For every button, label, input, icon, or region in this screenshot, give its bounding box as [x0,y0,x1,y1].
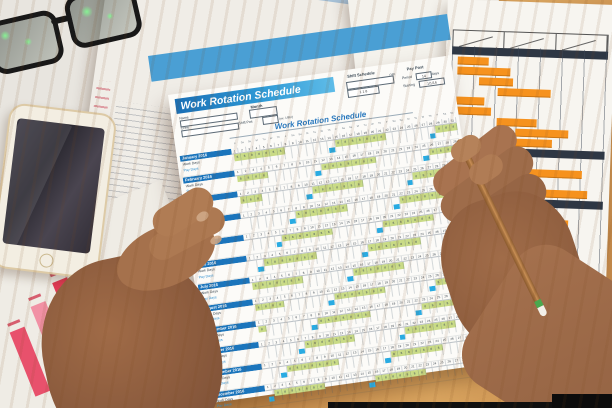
dow-cell: Su [450,111,454,115]
pay-day-marker [406,179,414,186]
gantt-bar [457,56,490,66]
smartphone [0,102,118,280]
pay-day-marker [276,241,283,248]
glasses-right-lens [62,0,145,51]
pay-day-marker [328,300,336,307]
pay-day-marker [280,372,288,379]
gantt-bar [456,106,491,116]
phone-screen [2,118,105,254]
pay-day-marker [306,193,313,200]
desk-edge-corner [552,394,612,408]
pay-day-marker [392,203,400,210]
gantt-bar [478,77,514,87]
pay-day-marker [298,348,306,355]
pay-day-marker [422,155,430,162]
green-glint [79,4,95,19]
pay-day-marker [288,217,296,224]
pay-day-marker [384,357,392,364]
pay-day-marker [315,170,322,177]
pay-day-marker [257,266,265,273]
pay-day-marker [346,275,354,282]
period-unit: days [431,71,440,77]
pay-day-marker [369,381,376,388]
pay-day-marker [311,324,319,331]
gantt-bar [456,96,485,106]
period-label: Period [401,74,413,81]
pay-day-marker [429,132,437,139]
pay-cell [450,129,459,136]
pay-day-marker [268,396,276,403]
pay-day-marker [429,285,436,292]
phone-home-button [38,252,55,269]
green-glint [105,11,115,21]
pay-day-marker [376,227,384,234]
green-glint [23,36,33,47]
pay-starting-label: Starting [402,82,416,89]
shift-pos-label: Shift Pos [238,119,253,126]
desk-edge-strip [328,402,612,408]
pay-post-label: Pay Post [406,64,424,72]
green-glint [0,29,12,42]
pay-day-marker [415,309,423,316]
pay-day-marker [328,146,336,153]
pay-day-marker [399,333,406,340]
pay-day-marker [361,251,369,258]
